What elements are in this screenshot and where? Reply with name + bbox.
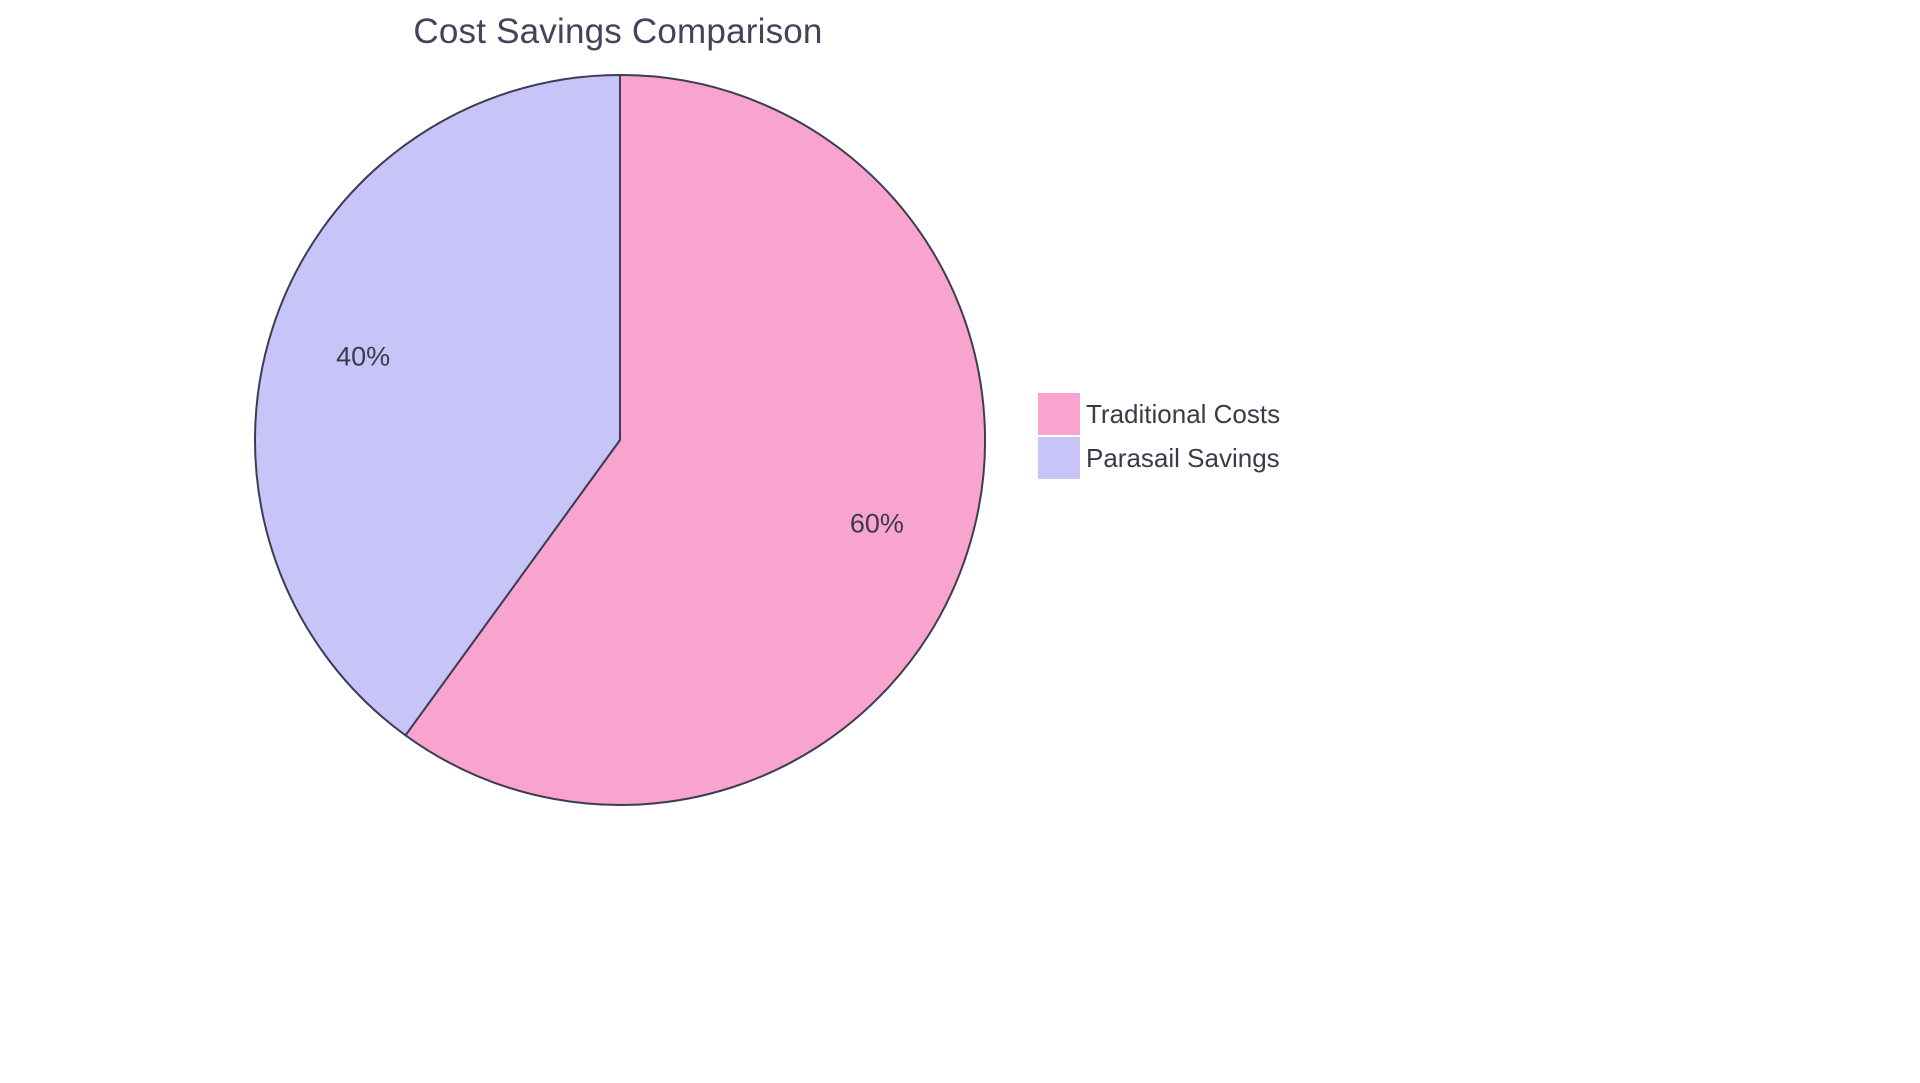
pie-chart: 60% 40% [254,74,986,806]
pie-slice-value-label: 40% [336,342,390,372]
legend: Traditional Costs Parasail Savings [1038,393,1280,479]
legend-swatch-traditional-costs [1038,393,1080,435]
legend-label-traditional-costs: Traditional Costs [1086,398,1281,429]
chart-title: Cost Savings Comparison [413,12,823,51]
pie-slice-traditional-costs[interactable] [404,74,986,806]
pie-slice-value-label: 60% [850,509,904,539]
legend-item-traditional-costs[interactable]: Traditional Costs [1038,393,1280,435]
legend-item-parasail-savings[interactable]: Parasail Savings [1038,437,1280,479]
legend-label-parasail-savings: Parasail Savings [1086,442,1280,473]
legend-swatch-parasail-savings [1038,437,1080,479]
pie-slice-parasail-savings[interactable] [254,74,621,737]
